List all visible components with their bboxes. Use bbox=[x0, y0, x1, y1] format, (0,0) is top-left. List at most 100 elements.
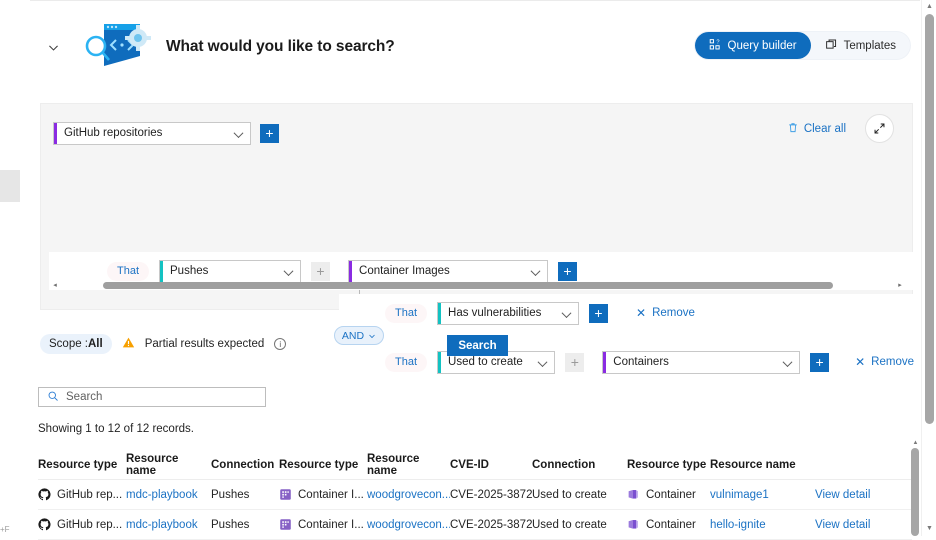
clear-all-label: Clear all bbox=[803, 123, 846, 135]
cell-resource-type-3: Container bbox=[627, 518, 710, 531]
tab-templates[interactable]: Templates bbox=[811, 32, 910, 59]
level2a-relation-dropdown[interactable]: Has vulnerabilities bbox=[437, 301, 580, 325]
column-header[interactable]: Resource name bbox=[367, 452, 420, 477]
scroll-up-arrow-icon[interactable]: ▲ bbox=[926, 3, 933, 10]
cell-resource-name-3: vulnimage1 bbox=[710, 489, 815, 501]
column-header[interactable]: Resource type bbox=[279, 458, 359, 471]
cell-connection-2: Used to create bbox=[532, 518, 607, 531]
cell-resource-name-1: mdc-playbook bbox=[126, 489, 211, 501]
builder-horizontal-scrollbar[interactable]: ◂ ▸ bbox=[49, 280, 906, 291]
info-circle-icon[interactable]: i bbox=[274, 338, 287, 350]
page-vertical-scrollbar[interactable]: ▲ ▼ bbox=[921, 0, 936, 536]
level2a-add-label: + bbox=[594, 305, 603, 321]
scroll-down-arrow-icon[interactable]: ▼ bbox=[926, 525, 933, 532]
scrollbar-thumb[interactable] bbox=[103, 282, 833, 289]
level1-add-label: + bbox=[563, 263, 572, 279]
results-filter-input[interactable]: Search bbox=[38, 387, 266, 407]
and-connector-label: AND bbox=[341, 329, 365, 342]
warning-text: Partial results expected bbox=[144, 338, 265, 350]
level2b-entity-dropdown[interactable]: Containers bbox=[602, 350, 801, 374]
close-icon: ✕ bbox=[636, 306, 647, 320]
cell-text: Container bbox=[646, 518, 696, 531]
chevron-down-icon bbox=[369, 334, 375, 338]
level2a-relation-value: Has vulnerabilities bbox=[448, 307, 542, 319]
level2b-remove-label: Remove bbox=[871, 356, 914, 368]
level2b-relation-dropdown[interactable]: Used to create bbox=[437, 350, 556, 374]
column-header[interactable]: Connection bbox=[532, 458, 596, 471]
cell-resource-name-3: hello-ignite bbox=[710, 519, 815, 531]
cell-resource-type-1: GitHub rep... bbox=[38, 518, 126, 531]
cell-text: Container bbox=[646, 488, 696, 501]
scroll-left-arrow-icon[interactable]: ◂ bbox=[53, 282, 57, 289]
entity-accent-bar bbox=[54, 122, 57, 144]
resource-link[interactable]: hello-ignite bbox=[710, 518, 766, 531]
column-header[interactable]: CVE-ID bbox=[450, 458, 489, 471]
cell-cve-id: CVE-2025-3872... bbox=[450, 488, 532, 501]
level2a-remove-label: Remove bbox=[652, 307, 695, 319]
resource-link[interactable]: vulnimage1 bbox=[710, 488, 769, 501]
root-add-button[interactable]: + bbox=[260, 123, 279, 143]
column-header[interactable]: Resource name bbox=[710, 458, 796, 471]
level1-mid-add-button[interactable]: + bbox=[311, 261, 331, 281]
cell-resource-type-1: GitHub rep... bbox=[38, 488, 126, 501]
level2b-that-pill[interactable]: That bbox=[385, 352, 428, 372]
cell-resource-name-2: woodgrovecon... bbox=[367, 519, 450, 531]
relation-accent-bar bbox=[160, 260, 164, 282]
resource-link[interactable]: mdc-playbook bbox=[126, 518, 198, 531]
table-row[interactable]: GitHub rep... mdc-playbook Pushes Contai… bbox=[38, 480, 912, 510]
level2b-mid-add-button[interactable]: + bbox=[565, 352, 585, 372]
relation-accent-bar bbox=[438, 351, 442, 373]
level1-relation-dropdown[interactable]: Pushes bbox=[159, 259, 302, 283]
resource-link[interactable]: woodgrovecon... bbox=[367, 488, 450, 501]
view-detail-link[interactable]: View detail bbox=[815, 488, 871, 501]
expand-diagonal-icon[interactable] bbox=[865, 114, 894, 143]
scrollbar-thumb[interactable] bbox=[911, 448, 919, 536]
svg-text:?: ? bbox=[716, 39, 719, 45]
scope-filter-pill[interactable]: Scope : All bbox=[40, 334, 112, 354]
page-title: What would you like to search? bbox=[166, 38, 395, 55]
level2a-that-pill[interactable]: That bbox=[385, 303, 428, 323]
level2b-that-label: That bbox=[395, 356, 418, 368]
search-button[interactable]: Search bbox=[447, 335, 508, 356]
left-edge-panel-tab[interactable] bbox=[0, 170, 20, 202]
level1-that-pill[interactable]: That bbox=[107, 261, 150, 281]
relation-accent-bar bbox=[438, 302, 442, 324]
level2a-add-button[interactable]: + bbox=[589, 303, 609, 323]
table-vertical-scrollbar[interactable]: ▲ bbox=[911, 440, 920, 536]
templates-icon bbox=[825, 38, 838, 54]
column-header[interactable]: Connection bbox=[211, 458, 275, 471]
mode-toggle: ? Query builder Templates bbox=[694, 32, 910, 59]
level2a-remove-button[interactable]: ✕ Remove bbox=[636, 306, 695, 320]
scroll-up-arrow-icon[interactable]: ▲ bbox=[912, 440, 919, 446]
scrollbar-thumb[interactable] bbox=[925, 14, 934, 424]
resource-link[interactable]: woodgrovecon... bbox=[367, 518, 450, 531]
level2b-remove-button[interactable]: ✕ Remove bbox=[855, 355, 914, 369]
clear-all-button[interactable]: Clear all bbox=[787, 121, 846, 137]
container-registry-icon bbox=[279, 518, 292, 531]
github-icon bbox=[38, 488, 51, 501]
resource-link[interactable]: mdc-playbook bbox=[126, 488, 198, 501]
edge-artifact: +F bbox=[0, 525, 10, 534]
level2b-add-button[interactable]: + bbox=[810, 352, 830, 372]
page-header: What would you like to search? bbox=[30, 12, 920, 82]
level1-mid-add-label: + bbox=[316, 263, 325, 279]
cell-resource-name-1: mdc-playbook bbox=[126, 519, 211, 531]
level2a-that-label: That bbox=[395, 307, 418, 319]
column-header[interactable]: Resource type bbox=[627, 458, 707, 471]
view-detail-link[interactable]: View detail bbox=[815, 518, 871, 531]
chevron-down-icon[interactable] bbox=[38, 32, 68, 62]
cell-action: View detail bbox=[815, 489, 885, 501]
level1-add-button[interactable]: + bbox=[558, 261, 578, 281]
root-entity-dropdown[interactable]: GitHub repositories bbox=[53, 121, 251, 145]
level1-that-label: That bbox=[117, 265, 140, 277]
cell-text: Container I... bbox=[298, 488, 364, 501]
tab-query-builder-label: Query builder bbox=[727, 39, 797, 52]
and-connector[interactable]: AND bbox=[334, 326, 384, 345]
cell-text: GitHub rep... bbox=[57, 518, 123, 531]
column-header[interactable]: Resource type bbox=[38, 458, 118, 471]
results-table: Resource type Resource name Connection R… bbox=[38, 450, 912, 540]
tab-templates-label: Templates bbox=[843, 39, 896, 52]
column-header[interactable]: Resource name bbox=[126, 452, 179, 477]
scroll-right-arrow-icon[interactable]: ▸ bbox=[898, 282, 902, 289]
tab-query-builder[interactable]: ? Query builder bbox=[694, 32, 811, 59]
